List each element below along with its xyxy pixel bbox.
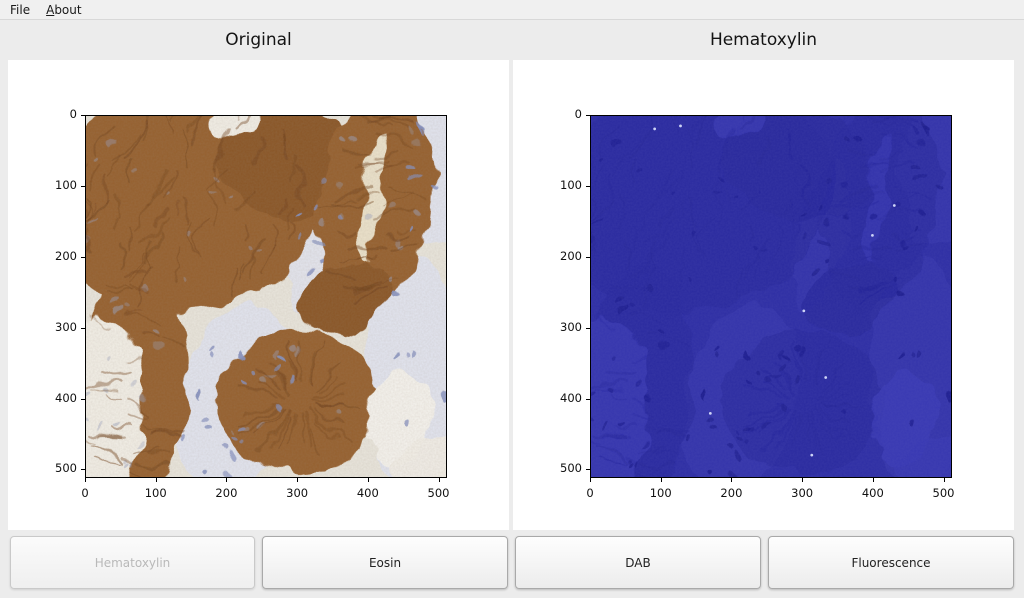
x-tick-mark: [943, 478, 945, 482]
eosin-button[interactable]: Eosin: [262, 536, 508, 589]
x-tick-label: 300: [791, 486, 814, 500]
fluorescence-button[interactable]: Fluorescence: [768, 536, 1014, 589]
original-panel: 0 100 200 300 400 500 0 100 200 300 400 500: [8, 60, 509, 530]
y-tick-label: 200: [55, 248, 77, 263]
y-tick-label: 100: [560, 177, 582, 192]
x-tick-mark: [731, 478, 733, 482]
y-tick-label: 400: [560, 390, 582, 405]
y-tick-mark: [586, 398, 590, 400]
x-tick-mark: [367, 478, 369, 482]
menu-about[interactable]: About: [46, 2, 82, 17]
y-tick-label: 200: [560, 248, 582, 263]
x-tick-label: 100: [144, 486, 167, 500]
x-tick-mark: [155, 478, 157, 482]
x-tick-mark: [438, 478, 440, 482]
y-tick-label: 0: [69, 107, 77, 121]
y-tick-mark: [586, 469, 590, 471]
y-tick-label: 500: [560, 461, 582, 476]
hematoxylin-channel-svg: [591, 116, 951, 477]
y-tick-mark: [81, 115, 85, 116]
y-tick-label: 500: [55, 461, 77, 476]
panel-title-hematoxylin: Hematoxylin: [709, 30, 818, 50]
y-tick-mark: [586, 185, 590, 187]
y-tick-label: 300: [55, 319, 77, 334]
y-tick-label: 300: [560, 319, 582, 334]
x-tick-label: 100: [649, 486, 672, 500]
dab-button[interactable]: DAB: [515, 536, 761, 589]
x-tick-mark: [872, 478, 874, 482]
y-tick-mark: [81, 469, 85, 471]
menu-file[interactable]: File: [10, 2, 31, 17]
x-tick-mark: [226, 478, 228, 482]
y-tick-mark: [586, 115, 590, 116]
panel-title-original: Original: [225, 30, 292, 50]
y-tick-mark: [81, 327, 85, 329]
y-tick-mark: [81, 256, 85, 258]
x-tick-label: 500: [932, 486, 955, 500]
y-tick-label: 0: [574, 107, 582, 121]
x-tick-mark: [297, 478, 299, 482]
y-tick-mark: [81, 185, 85, 187]
x-tick-label: 0: [81, 486, 89, 500]
original-ihc-image: [85, 115, 447, 478]
x-tick-label: 500: [427, 486, 450, 500]
x-tick-label: 400: [861, 486, 884, 500]
x-tick-mark: [660, 478, 662, 482]
hematoxylin-channel-image: [590, 115, 952, 478]
y-tick-mark: [81, 398, 85, 400]
y-tick-label: 400: [55, 390, 77, 405]
x-tick-label: 200: [215, 486, 238, 500]
y-tick-label: 100: [55, 177, 77, 192]
x-tick-label: 0: [586, 486, 594, 500]
x-tick-label: 200: [720, 486, 743, 500]
hematoxylin-panel: 0 100 200 300 400 500 0 100 200 300 400 500: [513, 60, 1014, 530]
y-tick-mark: [586, 327, 590, 329]
x-tick-mark: [85, 478, 86, 482]
x-tick-label: 400: [356, 486, 379, 500]
menu-bar: File About: [0, 0, 1024, 20]
x-tick-label: 300: [286, 486, 309, 500]
y-tick-mark: [586, 256, 590, 258]
hematoxylin-button[interactable]: Hematoxylin: [10, 536, 255, 589]
original-ihc-svg: [86, 116, 446, 477]
x-tick-mark: [590, 478, 591, 482]
x-tick-mark: [802, 478, 804, 482]
